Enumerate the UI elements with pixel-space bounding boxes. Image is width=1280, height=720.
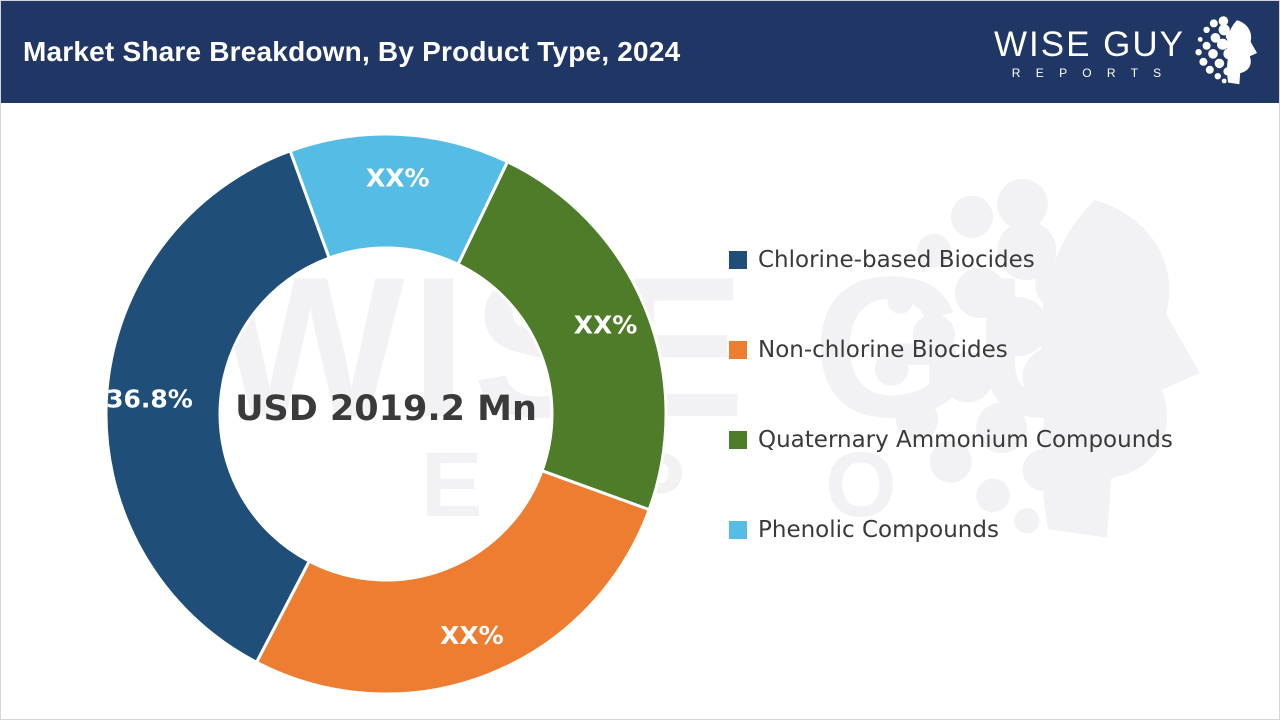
- legend-item: Quaternary Ammonium Compounds: [729, 426, 1173, 454]
- legend-swatch: [729, 341, 747, 359]
- chart-center-label: USD 2019.2 Mn: [235, 389, 537, 429]
- segment-value-label: XX%: [440, 621, 504, 650]
- legend-swatch: [729, 521, 747, 539]
- page-title: Market Share Breakdown, By Product Type,…: [23, 36, 681, 67]
- legend-label: Non-chlorine Biocides: [758, 337, 1008, 363]
- legend-swatch: [729, 431, 747, 449]
- legend-swatch: [729, 251, 747, 269]
- wiseguy-logo: WISE GUY R E P O R T S: [994, 9, 1261, 97]
- legend-item: Phenolic Compounds: [729, 516, 1173, 544]
- segment-value-label: XX%: [366, 163, 430, 192]
- donut-chart: 36.8% XX% XX% XX%: [104, 132, 668, 696]
- legend-label: Chlorine-based Biocides: [758, 247, 1035, 273]
- logo-wordmark: WISE GUY: [993, 25, 1185, 64]
- logo-face-icon: [1195, 16, 1257, 85]
- logo-subtitle: R E P O R T S: [1011, 66, 1168, 80]
- segment-value-label: XX%: [574, 311, 638, 340]
- legend-item: Non-chlorine Biocides: [729, 336, 1173, 364]
- legend-label: Phenolic Compounds: [758, 517, 999, 543]
- legend-label: Quaternary Ammonium Compounds: [758, 427, 1173, 453]
- segment-value-label: 36.8%: [106, 385, 193, 414]
- legend-item: Chlorine-based Biocides: [729, 246, 1173, 274]
- chart-area: WISE GU E P O 36.8% XX% XX% XX% USD 2019.2 …: [1, 103, 1279, 719]
- donut-segment-0: [104, 148, 332, 665]
- donut-segment-2: [455, 159, 668, 512]
- donut-segment-1: [254, 468, 652, 696]
- chart-legend: Chlorine-based Biocides Non-chlorine Bioc…: [729, 246, 1173, 606]
- header: Market Share Breakdown, By Product Type,…: [1, 1, 1279, 103]
- donut-segment-3: [288, 132, 510, 267]
